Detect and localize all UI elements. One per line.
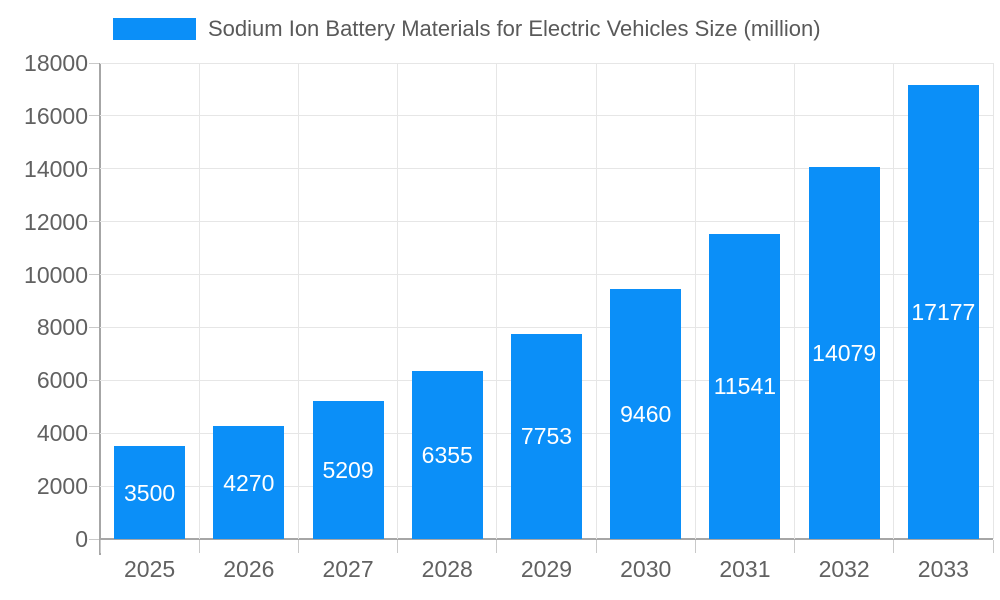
x-tick-mark <box>198 540 200 553</box>
y-tick-mark <box>89 432 99 434</box>
y-tick-mark <box>89 221 99 223</box>
y-tick-label: 2000 <box>36 473 88 500</box>
bar-2031 <box>709 233 781 539</box>
gridline-horizontal <box>100 326 993 328</box>
x-tick-mark <box>397 540 399 553</box>
gridline-vertical <box>595 63 597 539</box>
legend-label: Sodium Ion Battery Materials for Electri… <box>208 16 821 41</box>
x-tick-label: 2033 <box>917 556 969 582</box>
gridline-vertical <box>297 63 299 539</box>
bar-2028 <box>411 370 483 539</box>
bar-2026 <box>213 426 285 539</box>
x-tick-label: 2030 <box>620 556 672 582</box>
gridline-vertical <box>694 63 696 539</box>
y-tick-label: 6000 <box>36 367 88 394</box>
x-tick-label: 2026 <box>223 556 275 582</box>
y-tick-label: 18000 <box>24 50 88 76</box>
gridline-vertical <box>397 63 399 539</box>
bar-value-label: 14079 <box>812 339 877 366</box>
bar-value-label: 11541 <box>713 373 777 400</box>
y-tick-label: 16000 <box>24 102 88 129</box>
x-tick-mark <box>992 540 994 553</box>
y-tick-label: 8000 <box>36 314 88 341</box>
y-tick-mark <box>89 326 99 328</box>
bar-value-label: 5209 <box>322 457 374 484</box>
gridline-vertical <box>496 63 498 539</box>
x-tick-mark <box>297 540 299 553</box>
gridline-horizontal <box>100 274 993 276</box>
gridline-horizontal <box>100 221 993 223</box>
bar-value-label: 4270 <box>223 469 275 496</box>
y-axis-line <box>99 63 101 555</box>
bar-2032 <box>808 166 880 539</box>
legend-swatch <box>113 18 196 40</box>
bar-2033 <box>907 84 979 539</box>
x-tick-mark <box>595 540 597 553</box>
y-tick-mark <box>89 168 99 170</box>
x-tick-label: 2032 <box>818 556 870 582</box>
bar-value-label: 17177 <box>911 298 976 325</box>
x-tick-mark <box>893 540 895 553</box>
bar-value-label: 9460 <box>620 400 672 427</box>
bar-2029 <box>511 333 582 539</box>
gridline-horizontal <box>100 168 993 170</box>
x-tick-mark <box>694 540 696 553</box>
bar-value-label: 7753 <box>520 423 573 450</box>
x-tick-label: 2025 <box>124 556 176 582</box>
y-tick-mark <box>89 62 99 64</box>
y-tick-label: 4000 <box>36 420 88 447</box>
chart-legend: Sodium Ion Battery Materials for Electri… <box>113 16 821 41</box>
x-axis-labels: 2025 2026 2027 2028 2029 2030 2031 2032 2033 <box>100 556 993 586</box>
gridline-vertical <box>992 63 994 539</box>
bar-value-label: 3500 <box>124 479 176 506</box>
y-tick-mark <box>89 538 99 540</box>
gridline-vertical <box>893 63 895 539</box>
x-tick-label: 2028 <box>421 556 473 582</box>
bar-2025 <box>114 446 186 539</box>
y-tick-mark <box>89 485 99 487</box>
bar-value-label: 6355 <box>421 441 473 468</box>
gridline-horizontal <box>100 62 993 64</box>
y-tick-mark <box>89 274 99 276</box>
x-tick-label: 2029 <box>520 556 573 582</box>
y-tick-label: 12000 <box>24 208 88 235</box>
bar-2030 <box>610 288 682 539</box>
x-tick-mark <box>496 540 498 553</box>
x-tick-mark <box>99 540 101 553</box>
y-tick-mark <box>89 379 99 381</box>
plot-area: 3500 4270 5209 6355 7753 9460 11541 14079 17177 <box>89 62 994 555</box>
x-tick-label: 2027 <box>322 556 374 582</box>
bar-2027 <box>312 401 384 539</box>
y-tick-mark <box>89 115 99 117</box>
y-axis-labels: 0 2000 4000 6000 8000 10000 12000 14000 16000 180… <box>0 51 88 551</box>
gridline-vertical <box>198 63 200 539</box>
x-tick-mark <box>794 540 796 553</box>
gridline-vertical <box>794 63 796 539</box>
x-tick-label: 2031 <box>719 556 771 582</box>
y-tick-label: 10000 <box>24 261 88 288</box>
y-tick-label: 14000 <box>24 155 88 182</box>
y-tick-label: 0 <box>75 526 88 552</box>
x-axis-line <box>100 538 993 540</box>
gridline-horizontal <box>100 115 993 117</box>
